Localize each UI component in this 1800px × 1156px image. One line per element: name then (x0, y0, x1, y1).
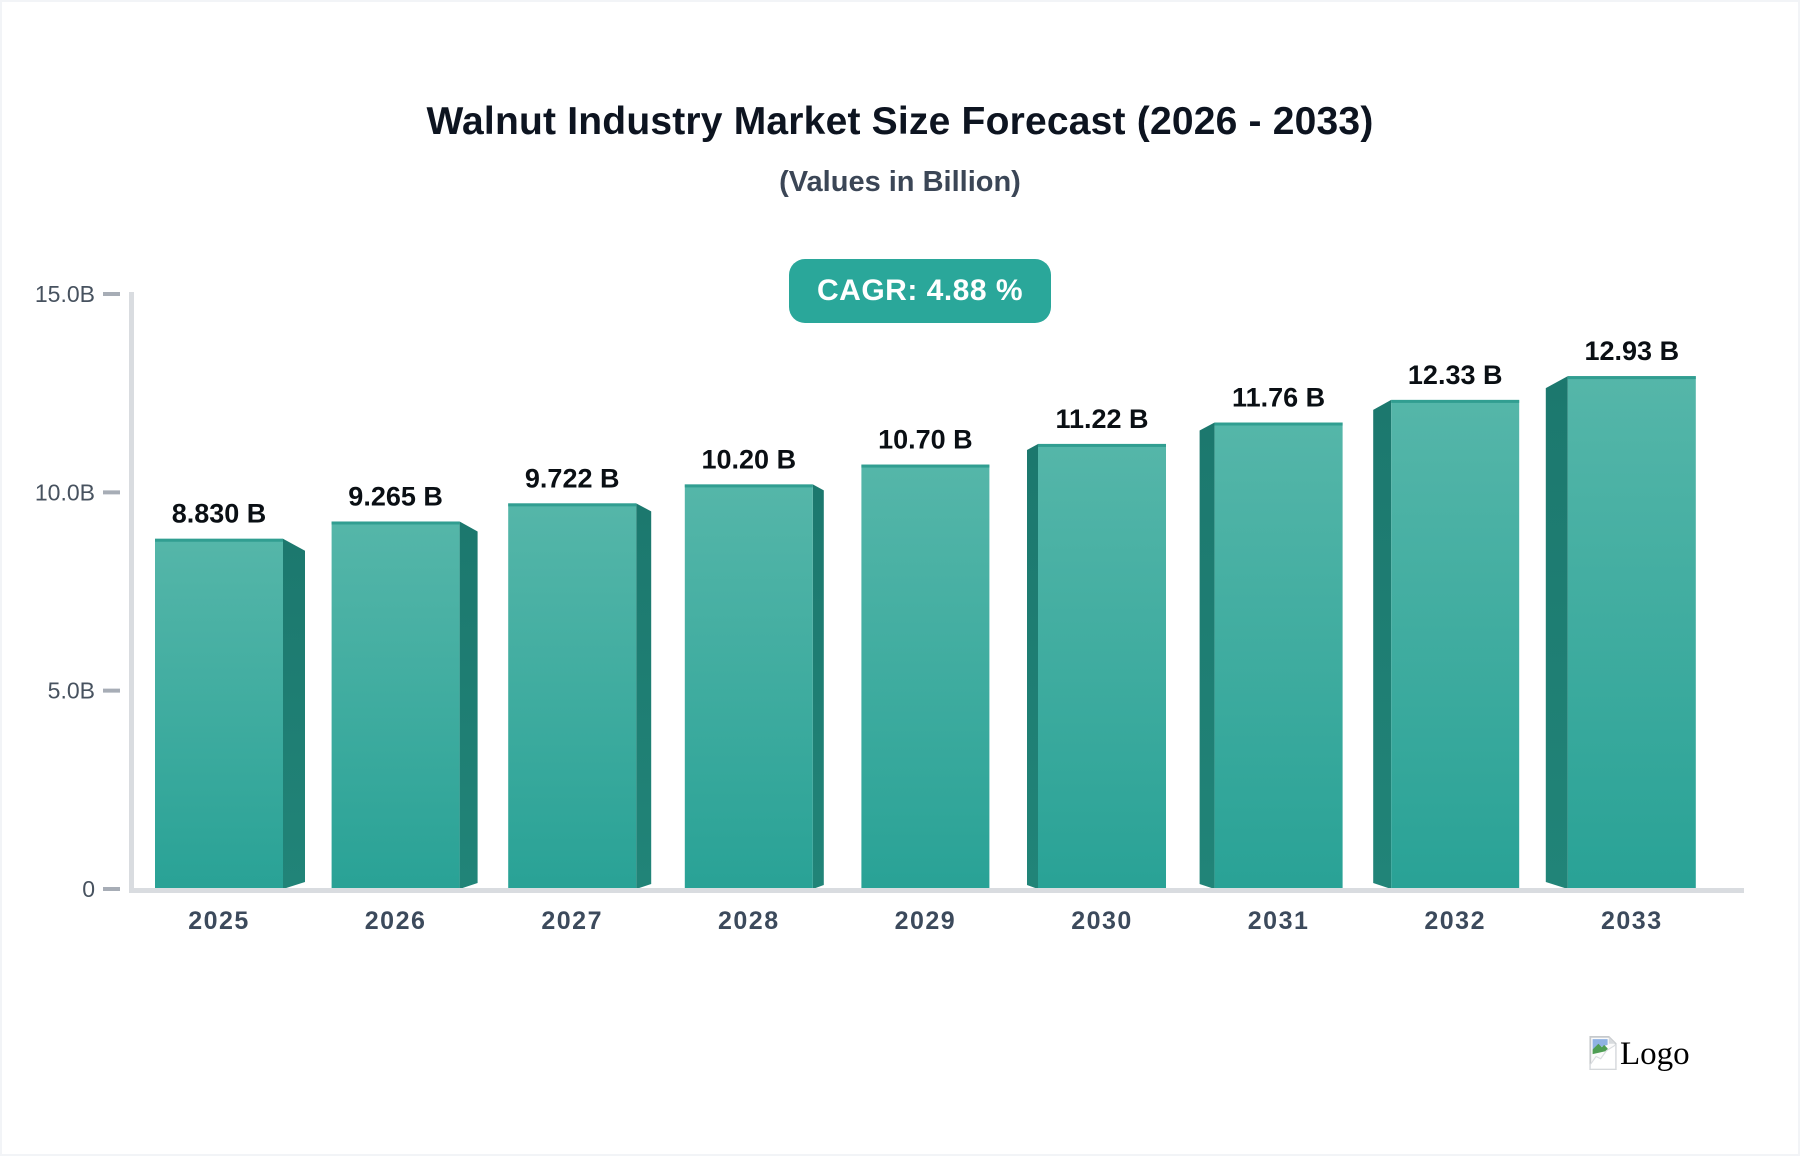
x-axis-label: 2027 (541, 907, 603, 935)
cagr-badge: CAGR: 4.88 % (789, 259, 1052, 323)
x-axis-label: 2031 (1248, 907, 1310, 935)
bar-value-label: 9.265 B (348, 481, 443, 511)
page-title: Walnut Industry Market Size Forecast (20… (426, 100, 1374, 143)
x-axis-label: 2026 (365, 907, 427, 935)
bar-face (684, 484, 813, 889)
bar-face (155, 538, 283, 889)
bar-group-2032: 12.33 B 2032 (1373, 360, 1520, 935)
x-axis-label: 2028 (718, 907, 780, 935)
bar-value-label: 10.20 B (702, 444, 797, 474)
bar-value-label: 11.22 B (1055, 404, 1148, 434)
bar-group-2031: 11.76 B 2031 (1199, 383, 1343, 935)
bar-face (508, 503, 637, 889)
bar-top-edge (331, 521, 460, 525)
y-axis-line (129, 292, 134, 891)
bar-face (1038, 443, 1166, 889)
bar-value-label: 11.76 B (1232, 383, 1325, 413)
bar-group-2028: 10.20 B 2028 (684, 444, 824, 935)
bar-value-label: 8.830 B (172, 499, 267, 529)
page-subtitle: (Values in Billion) (779, 166, 1021, 198)
bar-value-label: 12.33 B (1408, 360, 1503, 390)
broken-image-mountain (1592, 1043, 1608, 1055)
logo: Logo (1588, 1034, 1690, 1072)
bar-face (1391, 399, 1520, 889)
bar-side-face (636, 503, 652, 889)
broken-image-tear (1589, 1043, 1617, 1070)
bar-side-face (812, 484, 824, 889)
bar-top-edge (684, 484, 813, 488)
y-tick-label: 15.0B (35, 281, 95, 307)
bar-group-2027: 9.722 B 2027 (508, 463, 652, 935)
y-tick-label: 5.0B (48, 678, 95, 704)
bar-value-label: 12.93 B (1585, 336, 1680, 366)
y-tick-label: 10.0B (35, 479, 95, 505)
broken-image-icon (1589, 1035, 1617, 1071)
bar-top-edge (1214, 422, 1343, 426)
bar-side-face (283, 538, 305, 889)
bar-value-label: 9.722 B (525, 463, 620, 493)
bar-side-face (1199, 422, 1215, 889)
bar-group-2025: 8.830 B 2025 (155, 499, 305, 935)
bar-face (1214, 422, 1343, 889)
bar-value-label: 10.70 B (878, 425, 973, 455)
x-axis-label: 2032 (1424, 907, 1486, 935)
bar-top-edge (1038, 443, 1166, 447)
bar-side-face (1027, 443, 1038, 889)
bar-group-2030: 11.22 B 2030 (1027, 404, 1166, 935)
bar-group-2033: 12.93 B 2033 (1545, 336, 1696, 935)
x-axis-label: 2033 (1601, 907, 1663, 935)
bar-face (1567, 376, 1696, 889)
y-tick-label: 0 (82, 876, 95, 902)
bar-side-face (1545, 376, 1568, 889)
x-axis-label: 2029 (895, 907, 957, 935)
bar-side-face (1373, 399, 1392, 889)
bar-top-edge (1391, 399, 1520, 403)
bar-top-edge (155, 538, 283, 542)
bar-top-edge (861, 464, 990, 468)
x-axis-line (129, 888, 1744, 893)
x-axis-label: 2025 (188, 907, 250, 935)
bar-group-2029: 10.70 B 2029 (861, 425, 990, 935)
bar-side-face (459, 521, 478, 889)
bar-face (861, 464, 990, 889)
bar-face (331, 521, 460, 889)
bar-group-2026: 9.265 B 2026 (331, 481, 478, 935)
x-axis-label: 2030 (1071, 907, 1133, 935)
bar-top-edge (508, 503, 637, 507)
logo-alt-text: Logo (1620, 1036, 1690, 1072)
bar-top-edge (1567, 376, 1696, 380)
